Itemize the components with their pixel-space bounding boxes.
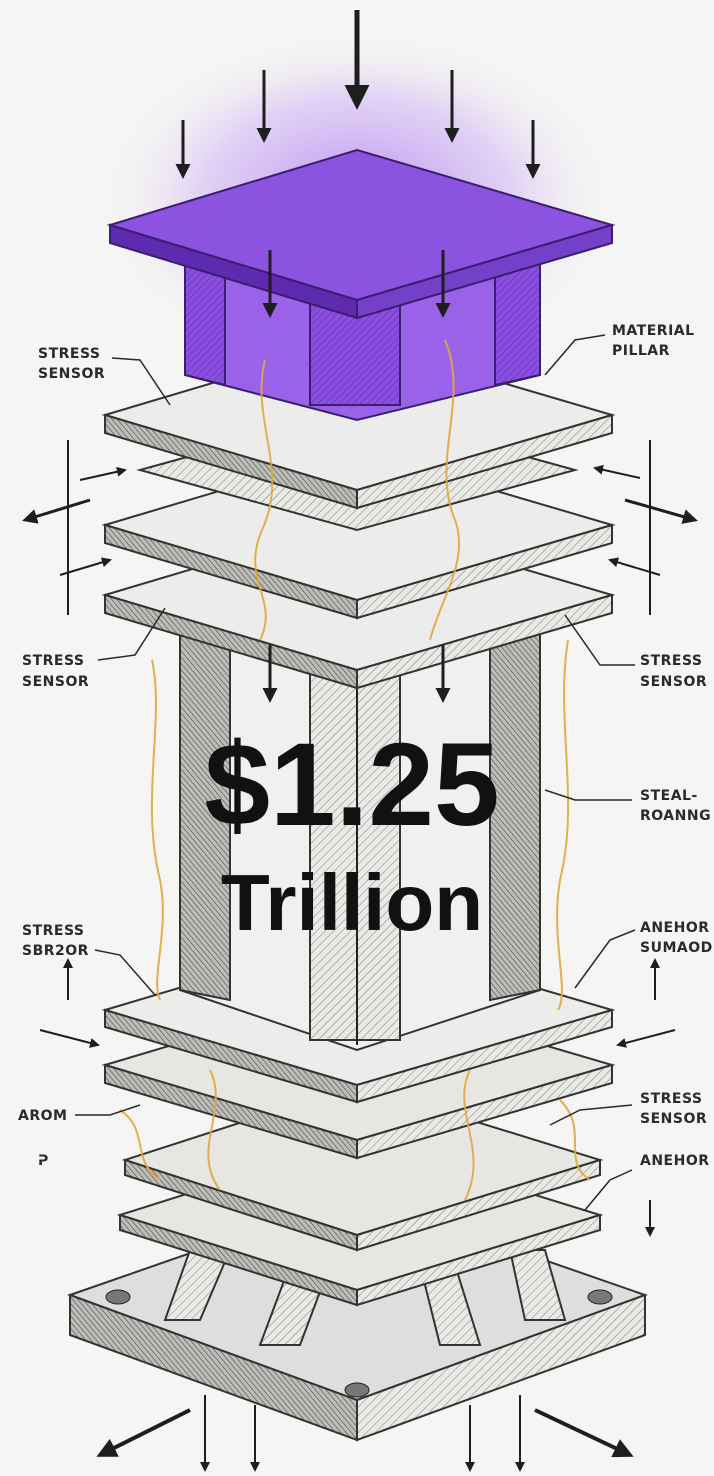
- label-anchor-sensor-2: SUMAOD: [640, 940, 713, 956]
- stress-strands: [119, 339, 591, 1201]
- callout-labels: STRESS SENSOR MATERIAL PILLAR STRESS SEN…: [18, 323, 713, 1169]
- top-purple-block: [106, 148, 616, 422]
- label-stress-sensor-low-left-1: STRESS: [22, 923, 85, 939]
- label-stress-sensor-low-right-2: SENSOR: [640, 1111, 707, 1127]
- label-stress-sensor-low-left-2: SBR2OR: [22, 943, 89, 959]
- label-stress-sensor-top-left-1: STRESS: [38, 346, 101, 362]
- label-steel-1: STEAL-: [640, 788, 698, 804]
- label-stress-sensor-mid-right-2: SENSOR: [640, 674, 707, 690]
- label-stress-sensor-mid-right-1: STRESS: [640, 653, 703, 669]
- label-material-pillar-2: PILLAR: [612, 343, 670, 359]
- side-arrows: [22, 440, 698, 1472]
- label-steel-2: ROANNG: [640, 808, 711, 824]
- load-arrows-top: [175, 10, 541, 179]
- leader-lines: [75, 334, 636, 1211]
- label-stress-sensor-mid-left-2: SENSOR: [22, 674, 89, 690]
- headline-amount: $1.25: [204, 719, 499, 851]
- label-stress-sensor-top-left-2: SENSOR: [38, 366, 105, 382]
- label-arom: AROM: [18, 1108, 67, 1124]
- label-stress-sensor-mid-left-1: STRESS: [22, 653, 85, 669]
- label-arom-small: ᕈ: [38, 1153, 49, 1169]
- label-stress-sensor-low-right-1: STRESS: [640, 1091, 703, 1107]
- label-material-pillar-1: MATERIAL: [612, 323, 695, 339]
- label-anchor-sensor-1: ANEHOR: [640, 920, 710, 936]
- label-anchor-bottom: ANEHOR: [640, 1153, 710, 1169]
- inner-arrows: [262, 250, 451, 703]
- headline-unit: Trillion: [221, 858, 483, 947]
